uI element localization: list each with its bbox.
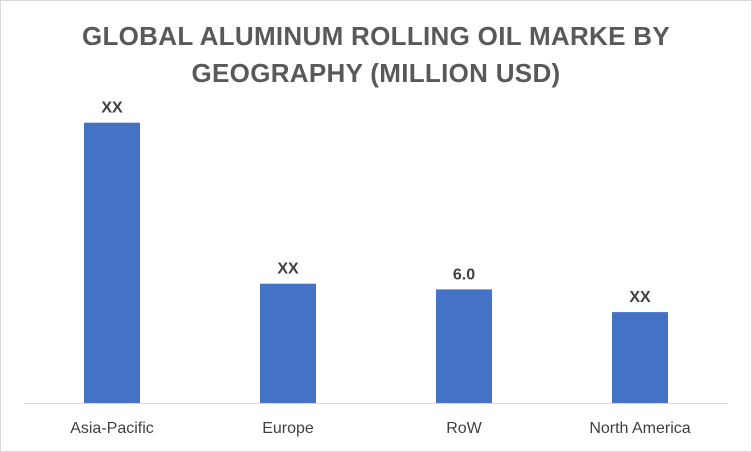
data-label: 6.0 (453, 266, 475, 283)
x-tick-label: Europe (262, 420, 314, 437)
bars-group (84, 122, 668, 403)
data-label: XX (629, 289, 651, 306)
x-tick-labels-group: Asia-Pacific Europe RoW North America (70, 420, 691, 437)
data-label: XX (277, 261, 299, 278)
x-tick-label: Asia-Pacific (70, 420, 154, 437)
x-tick-label: North America (589, 420, 690, 437)
chart-title-line-2: GEOGRAPHY (MILLION USD) (191, 58, 561, 88)
bar-north-america (612, 312, 668, 403)
bar-europe (260, 283, 316, 403)
data-labels-group: XX XX 6.0 XX (101, 100, 651, 306)
bar-asia-pacific (84, 122, 140, 403)
chart-title-line-1: GLOBAL ALUMINUM ROLLING OIL MARKE BY (81, 21, 671, 51)
bar-row (436, 289, 492, 403)
chart-title: GLOBAL ALUMINUM ROLLING OIL MARKE BY GEO… (0, 18, 752, 92)
data-label: XX (101, 100, 123, 117)
x-tick-label: RoW (446, 420, 482, 437)
